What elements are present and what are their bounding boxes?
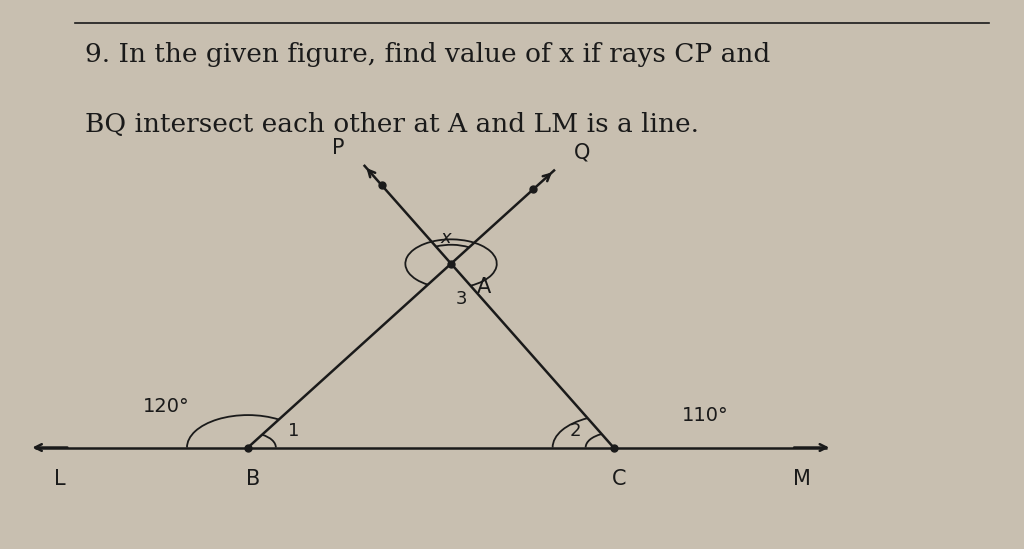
Text: P: P [332,138,344,158]
Text: 9. In the given figure, find value of x if rays CP and: 9. In the given figure, find value of x … [85,42,771,67]
Text: L: L [54,469,66,489]
Text: x: x [440,229,452,247]
Text: A: A [476,277,490,297]
Text: 3: 3 [456,290,467,308]
Text: BQ intersect each other at A and LM is a line.: BQ intersect each other at A and LM is a… [85,113,699,137]
Text: 2: 2 [569,422,581,440]
Text: B: B [246,469,260,489]
Text: 120°: 120° [143,397,190,417]
Text: M: M [793,469,810,489]
Text: Q: Q [574,142,591,163]
Text: 110°: 110° [682,406,728,424]
Text: 1: 1 [288,422,299,440]
Text: C: C [611,469,626,489]
